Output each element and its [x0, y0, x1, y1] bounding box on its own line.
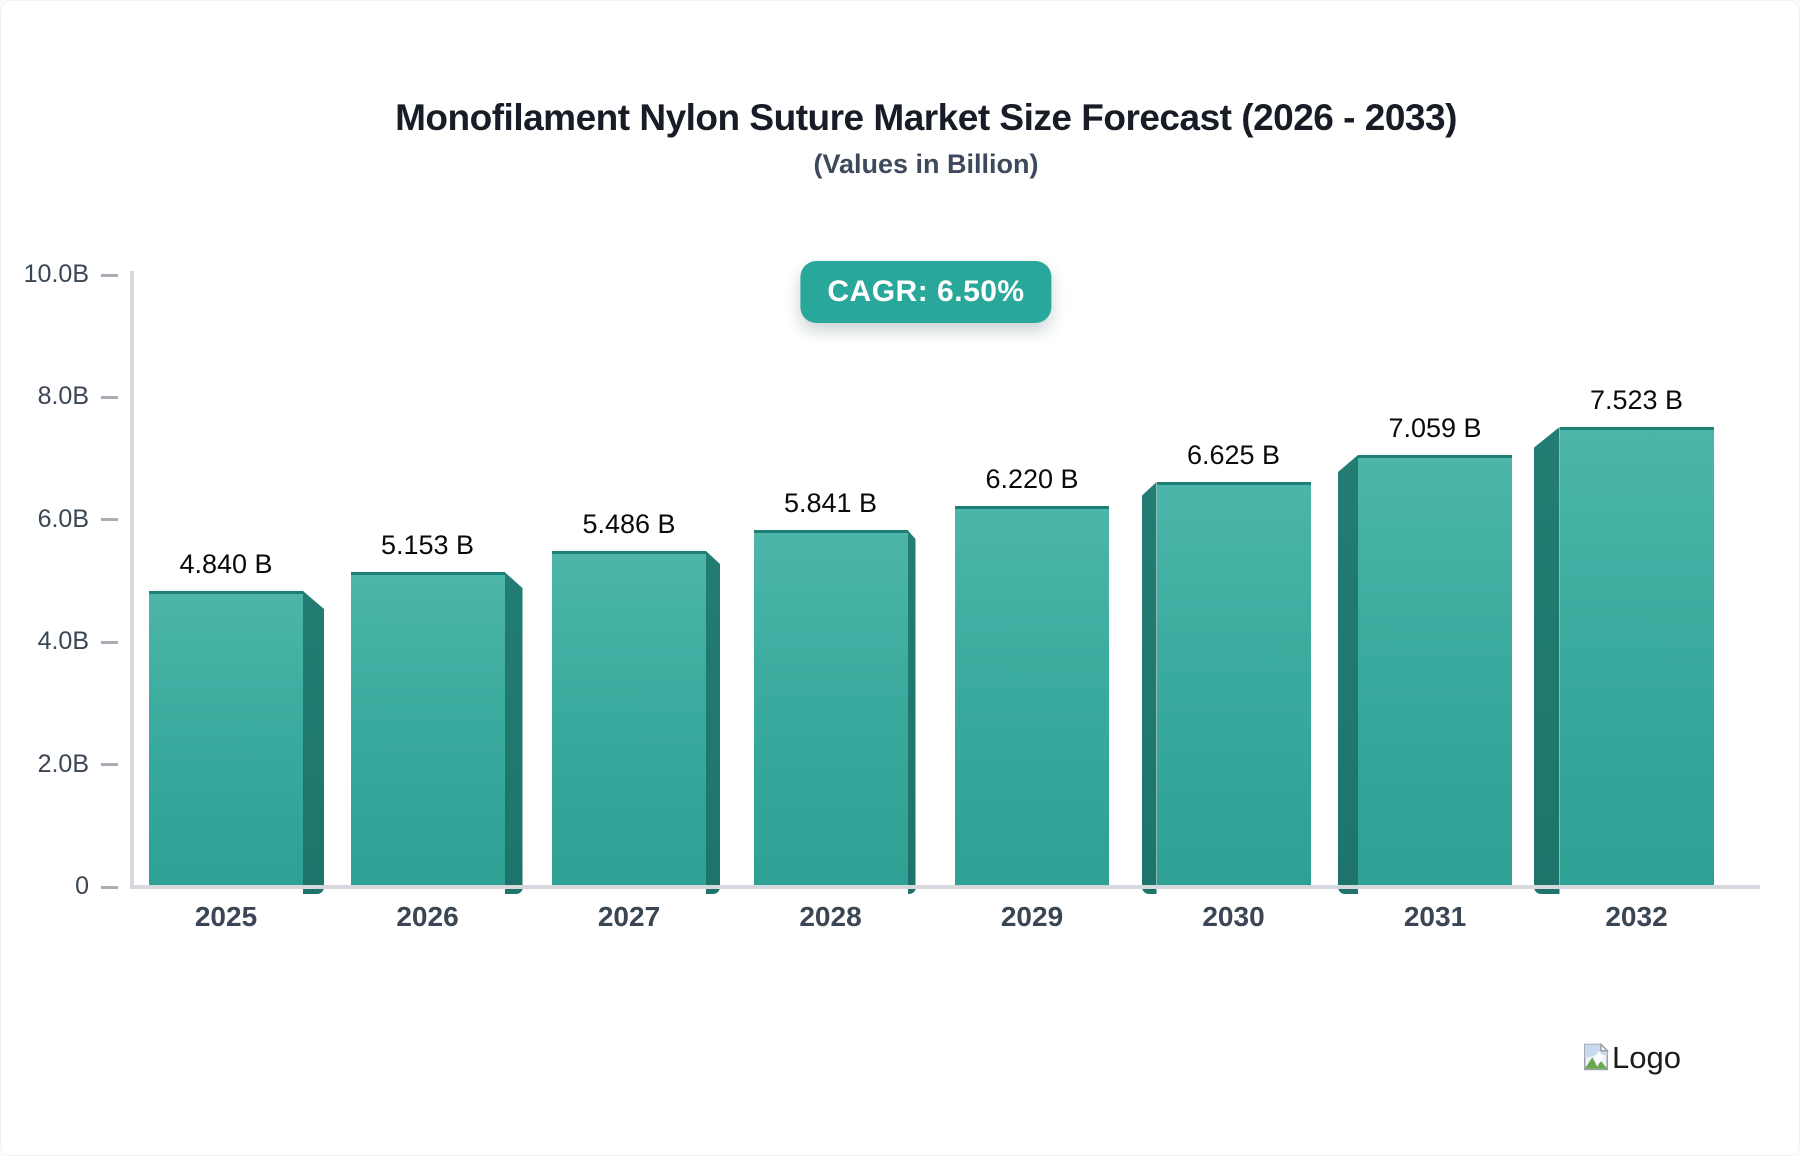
bar-side-2025 [303, 591, 324, 894]
chart-title: Monofilament Nylon Suture Market Size Fo… [395, 97, 1457, 138]
y-axis-tick-label: 2.0B [37, 749, 89, 778]
y-axis-tick-dash [101, 518, 118, 522]
bar-face-2025 [149, 591, 303, 887]
y-axis-tick-label: 4.0B [37, 627, 89, 656]
bar-side-2028 [907, 530, 916, 894]
bar-value-label-2027: 5.486 B [582, 509, 676, 539]
bar-side-2026 [504, 572, 523, 894]
y-axis-line [130, 271, 134, 889]
y-axis-tick-label: 0 [75, 872, 89, 900]
y-axis-tick-dash [101, 885, 118, 889]
bar-value-label-2029: 6.220 B [985, 464, 1079, 494]
x-axis-label-2030: 2030 [1202, 901, 1265, 932]
y-axis-tick-dash [101, 273, 118, 277]
bar-value-label-2030: 6.625 B [1186, 440, 1281, 470]
bar-value-label-2031: 7.059 B [1388, 413, 1482, 443]
chart-subtitle: (Values in Billion) [813, 149, 1039, 179]
bar-side-2030 [1141, 482, 1157, 894]
logo: Logo [1581, 1040, 1681, 1075]
cagr-badge: CAGR: 6.50% [800, 261, 1052, 323]
x-axis-label-2032: 2032 [1605, 901, 1668, 932]
bar-face-2030 [1156, 482, 1311, 887]
bar-side-2027 [706, 551, 720, 894]
y-axis-tick-dash [101, 395, 118, 399]
logo-alt-text: Logo [1612, 1040, 1681, 1075]
bar-value-label-2026: 5.153 B [380, 530, 475, 560]
bar-face-2027 [552, 551, 706, 887]
y-axis-tick-label: 8.0B [37, 382, 89, 411]
bar-face-2026 [350, 572, 505, 887]
bar-value-label-2028: 5.841 B [783, 488, 878, 518]
bar-value-label-2025: 4.840 B [179, 549, 273, 579]
bar-face-2031 [1358, 455, 1512, 887]
x-axis-label-2027: 2027 [597, 901, 661, 932]
y-axis-tick-dash [101, 640, 118, 644]
x-axis-label-2031: 2031 [1403, 901, 1467, 932]
bar-face-2032 [1559, 427, 1714, 887]
bar-side-2032 [1533, 427, 1560, 894]
bar-side-2031 [1338, 455, 1358, 894]
x-axis-label-2026: 2026 [396, 901, 459, 932]
y-axis-tick-dash [101, 763, 118, 767]
x-axis-line [130, 885, 1760, 889]
x-axis-label-2025: 2025 [194, 901, 258, 932]
y-axis-tick-label: 6.0B [37, 504, 89, 533]
y-axis-tick-label: 10.0B [23, 260, 89, 288]
broken-image-icon [1584, 1042, 1610, 1071]
bar-face-2029 [955, 506, 1109, 887]
x-axis-label-2029: 2029 [1000, 901, 1064, 932]
bar-value-label-2032: 7.523 B [1589, 385, 1684, 415]
bar-face-2028 [753, 530, 908, 887]
x-axis-label-2028: 2028 [799, 901, 862, 932]
